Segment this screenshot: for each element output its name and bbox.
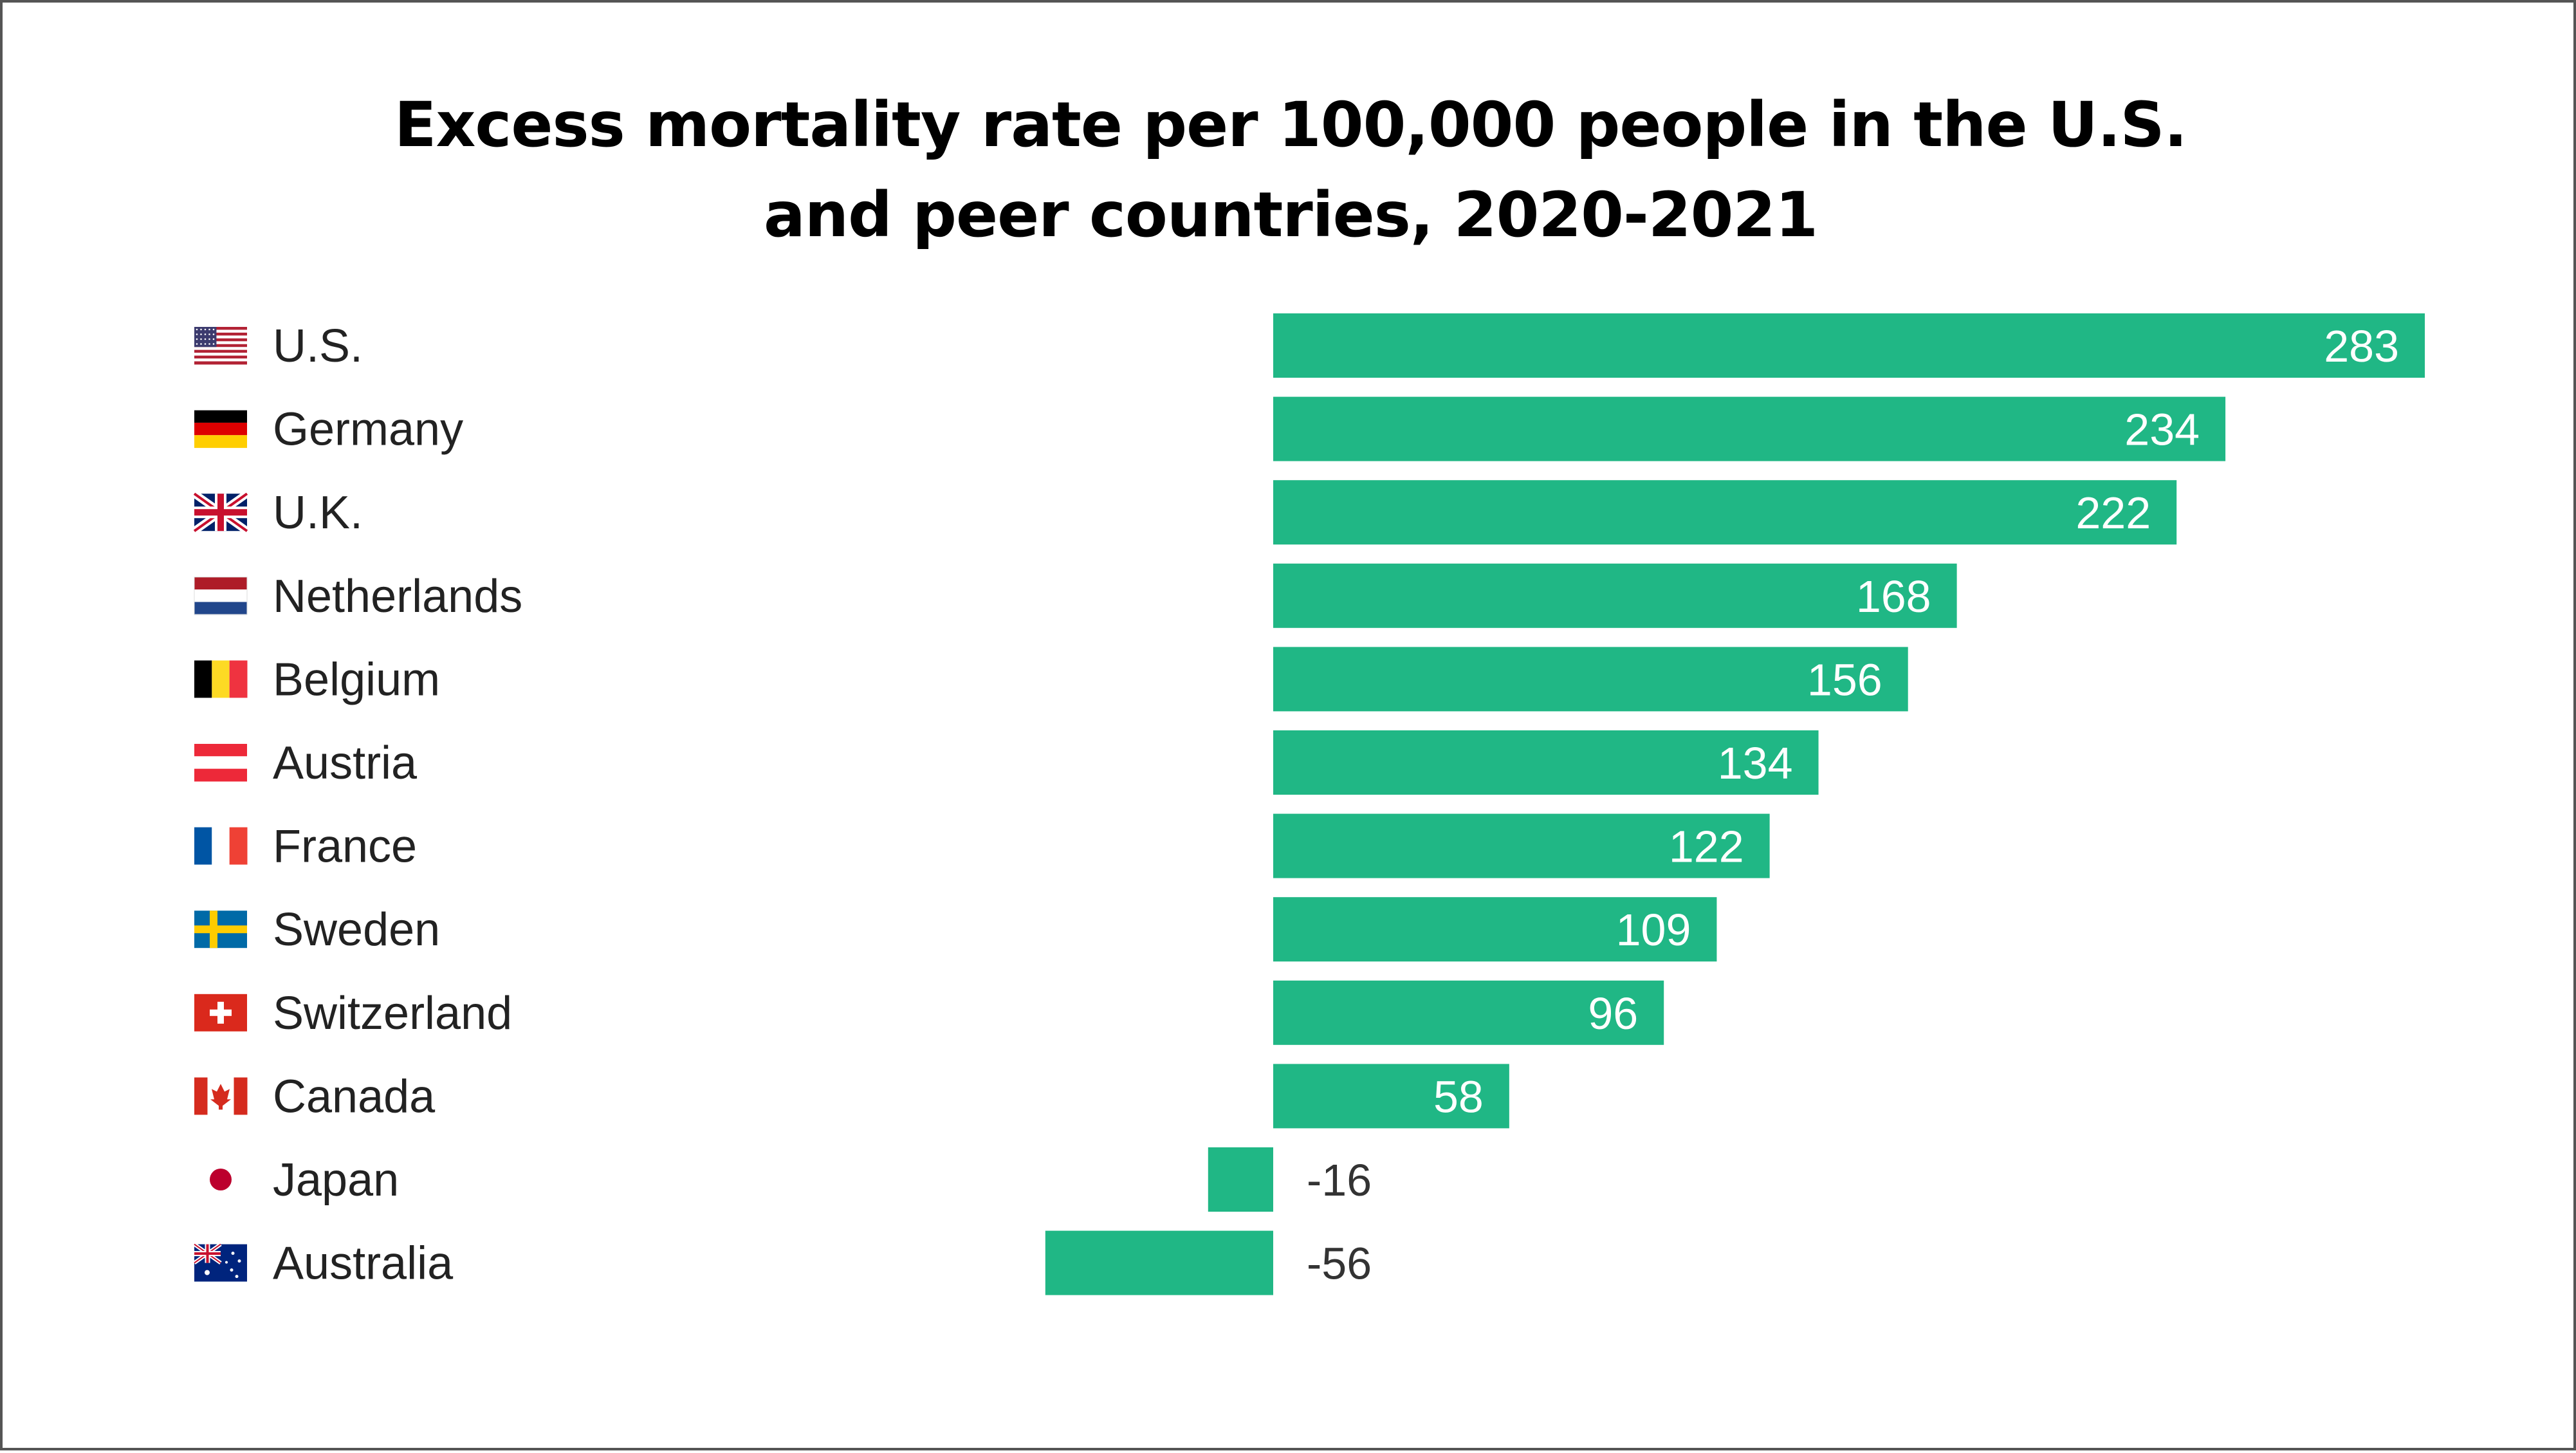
value-label-canada: 58: [1433, 1071, 1484, 1122]
flag-belgium-icon: [194, 660, 248, 698]
value-label-u-s: 283: [2324, 321, 2399, 371]
category-label-canada: Canada: [273, 1071, 436, 1122]
category-label-austria: Austria: [273, 737, 418, 789]
category-label-france: France: [273, 821, 417, 873]
value-label-japan: -16: [1307, 1155, 1372, 1205]
value-label-switzerland: 96: [1588, 988, 1638, 1039]
bar-netherlands: [1273, 563, 1957, 628]
bar-u-s: [1273, 313, 2425, 378]
bar-canada: [1273, 1064, 1509, 1129]
value-label-sweden: 109: [1616, 905, 1691, 955]
flag-uk-icon: [192, 490, 250, 535]
category-label-sweden: Sweden: [273, 904, 440, 956]
value-label-australia: -56: [1307, 1239, 1372, 1289]
category-label-belgium: Belgium: [273, 654, 440, 705]
value-label-austria: 134: [1718, 738, 1793, 788]
value-label-germany: 234: [2124, 405, 2200, 455]
flag-switzerland-icon: [194, 994, 247, 1032]
category-label-australia: Australia: [273, 1238, 454, 1290]
flag-germany-icon: [194, 410, 247, 449]
bar-sweden: [1273, 897, 1717, 962]
flag-france-icon: [194, 827, 248, 865]
bar-germany: [1273, 396, 2226, 461]
flag-canada-icon: [194, 1077, 248, 1115]
bar-switzerland: [1273, 980, 1664, 1045]
chart-title: Excess mortality rate per 100,000 people…: [3, 80, 2576, 260]
category-label-germany: Germany: [273, 404, 463, 456]
bar-belgium: [1273, 647, 1908, 712]
category-label-u-s: U.S.: [273, 320, 363, 372]
flag-japan-icon: [210, 1169, 232, 1190]
flag-us-icon: [194, 327, 247, 365]
flag-netherlands-icon: [194, 577, 248, 615]
bar-austria: [1273, 730, 1819, 795]
bar-u-k: [1273, 480, 2177, 545]
category-label-netherlands: Netherlands: [273, 571, 522, 622]
category-label-u-k: U.K.: [273, 487, 363, 539]
flag-australia-icon: [193, 1243, 247, 1282]
chart-title-line-1: Excess mortality rate per 100,000 people…: [394, 89, 2187, 161]
flag-sweden-icon: [194, 911, 247, 949]
bar-japan: [1208, 1147, 1273, 1212]
flag-austria-icon: [194, 744, 247, 782]
value-label-netherlands: 168: [1856, 571, 1931, 622]
category-label-switzerland: Switzerland: [273, 988, 512, 1039]
bar-australia: [1045, 1230, 1273, 1295]
value-label-u-k: 222: [2075, 488, 2151, 538]
value-label-france: 122: [1669, 822, 1744, 872]
chart-title-line-2: and peer countries, 2020-2021: [763, 179, 1818, 251]
value-label-belgium: 156: [1807, 654, 1882, 705]
bar-chart: U.S. 283 Germany 234 U.K. 222 Netherlands 168 Be…: [192, 313, 2425, 1295]
bar-france: [1273, 813, 1770, 878]
category-label-japan: Japan: [273, 1154, 399, 1206]
